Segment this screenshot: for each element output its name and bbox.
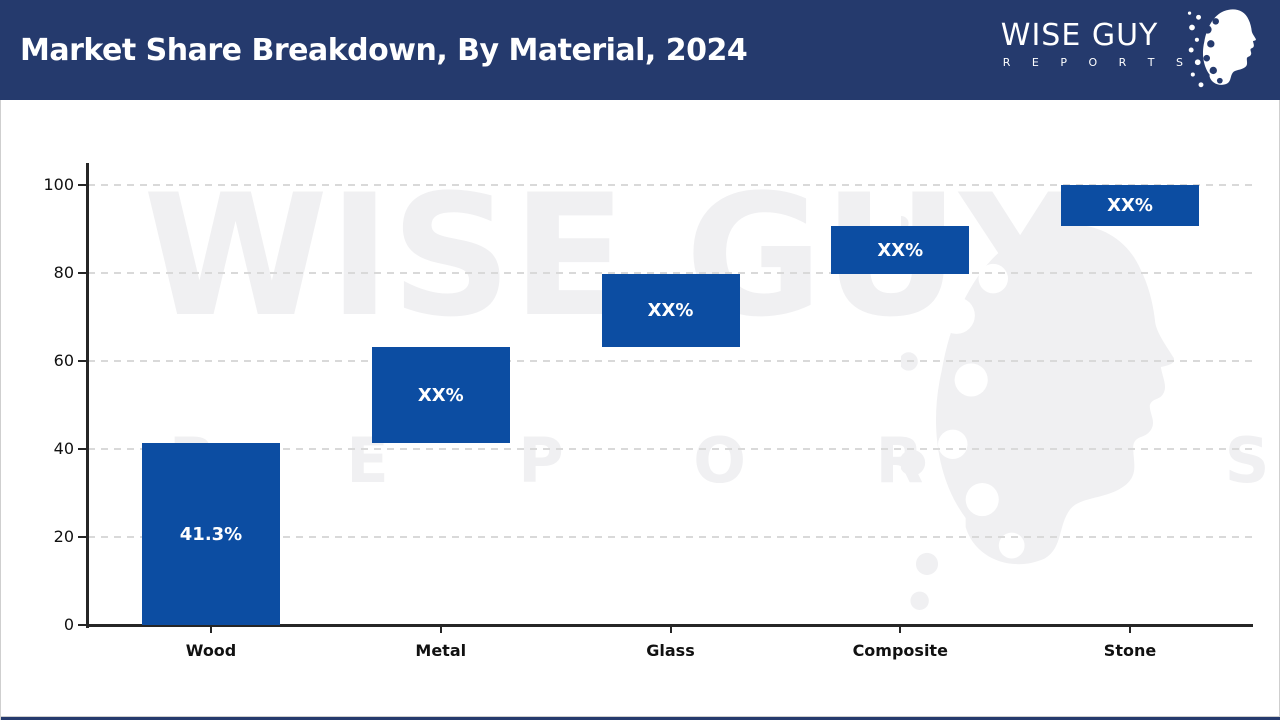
header-band: Market Share Breakdown, By Material, 202… <box>0 0 1280 100</box>
y-tick <box>78 448 86 450</box>
gridline <box>88 184 1253 186</box>
x-axis-label-composite: Composite <box>852 641 948 660</box>
brand-logo: WISE GUY R E P O R T S <box>1000 0 1274 100</box>
x-tick <box>439 627 442 633</box>
x-tick <box>210 627 212 633</box>
x-axis-label-glass: Glass <box>646 641 695 660</box>
bar-value-label: 41.3% <box>179 523 243 545</box>
bar-stone: XX% <box>1061 185 1199 226</box>
brand-name: WISE GUY <box>1000 18 1159 53</box>
bar-value-label: XX% <box>877 239 924 261</box>
footer-divider <box>1 716 1280 717</box>
y-tick-label: 0 <box>63 615 74 634</box>
y-tick-label: 40 <box>53 439 74 458</box>
bar-wood: 41.3% <box>142 443 280 625</box>
brand-face-icon <box>1187 9 1256 88</box>
y-tick-label: 60 <box>53 351 74 370</box>
bar-value-label: XX% <box>417 384 464 406</box>
y-tick <box>78 536 86 538</box>
x-axis-label-wood: Wood <box>185 641 237 660</box>
x-axis-label-stone: Stone <box>1103 641 1157 660</box>
footer-accent-bar <box>1 717 1280 720</box>
bar-value-label: XX% <box>647 300 694 322</box>
bar-glass: XX% <box>601 274 740 347</box>
gridline <box>88 360 1253 362</box>
x-axis-label-metal: Metal <box>415 641 467 660</box>
brand-wordmark: WISE GUY R E P O R T S <box>1000 18 1192 70</box>
bar-composite: XX% <box>831 225 970 275</box>
page-title: Market Share Breakdown, By Material, 202… <box>20 32 748 68</box>
bar-value-label: XX% <box>1107 194 1153 216</box>
y-tick-label: 20 <box>53 527 74 546</box>
x-axis-line <box>86 624 1253 627</box>
y-tick-label: 80 <box>53 263 74 282</box>
y-tick <box>78 624 86 626</box>
gridline <box>88 272 1253 274</box>
gridline <box>88 536 1253 538</box>
x-tick <box>899 627 902 633</box>
bar-metal: XX% <box>371 346 510 444</box>
gridline <box>88 448 1253 450</box>
y-tick <box>78 272 86 274</box>
y-tick <box>78 184 86 186</box>
x-tick <box>669 627 672 633</box>
y-tick <box>78 360 86 362</box>
y-tick-label: 100 <box>43 175 74 194</box>
brand-subname: R E P O R T S <box>1002 56 1192 69</box>
y-axis-spine <box>86 163 89 628</box>
x-tick <box>1129 627 1131 633</box>
